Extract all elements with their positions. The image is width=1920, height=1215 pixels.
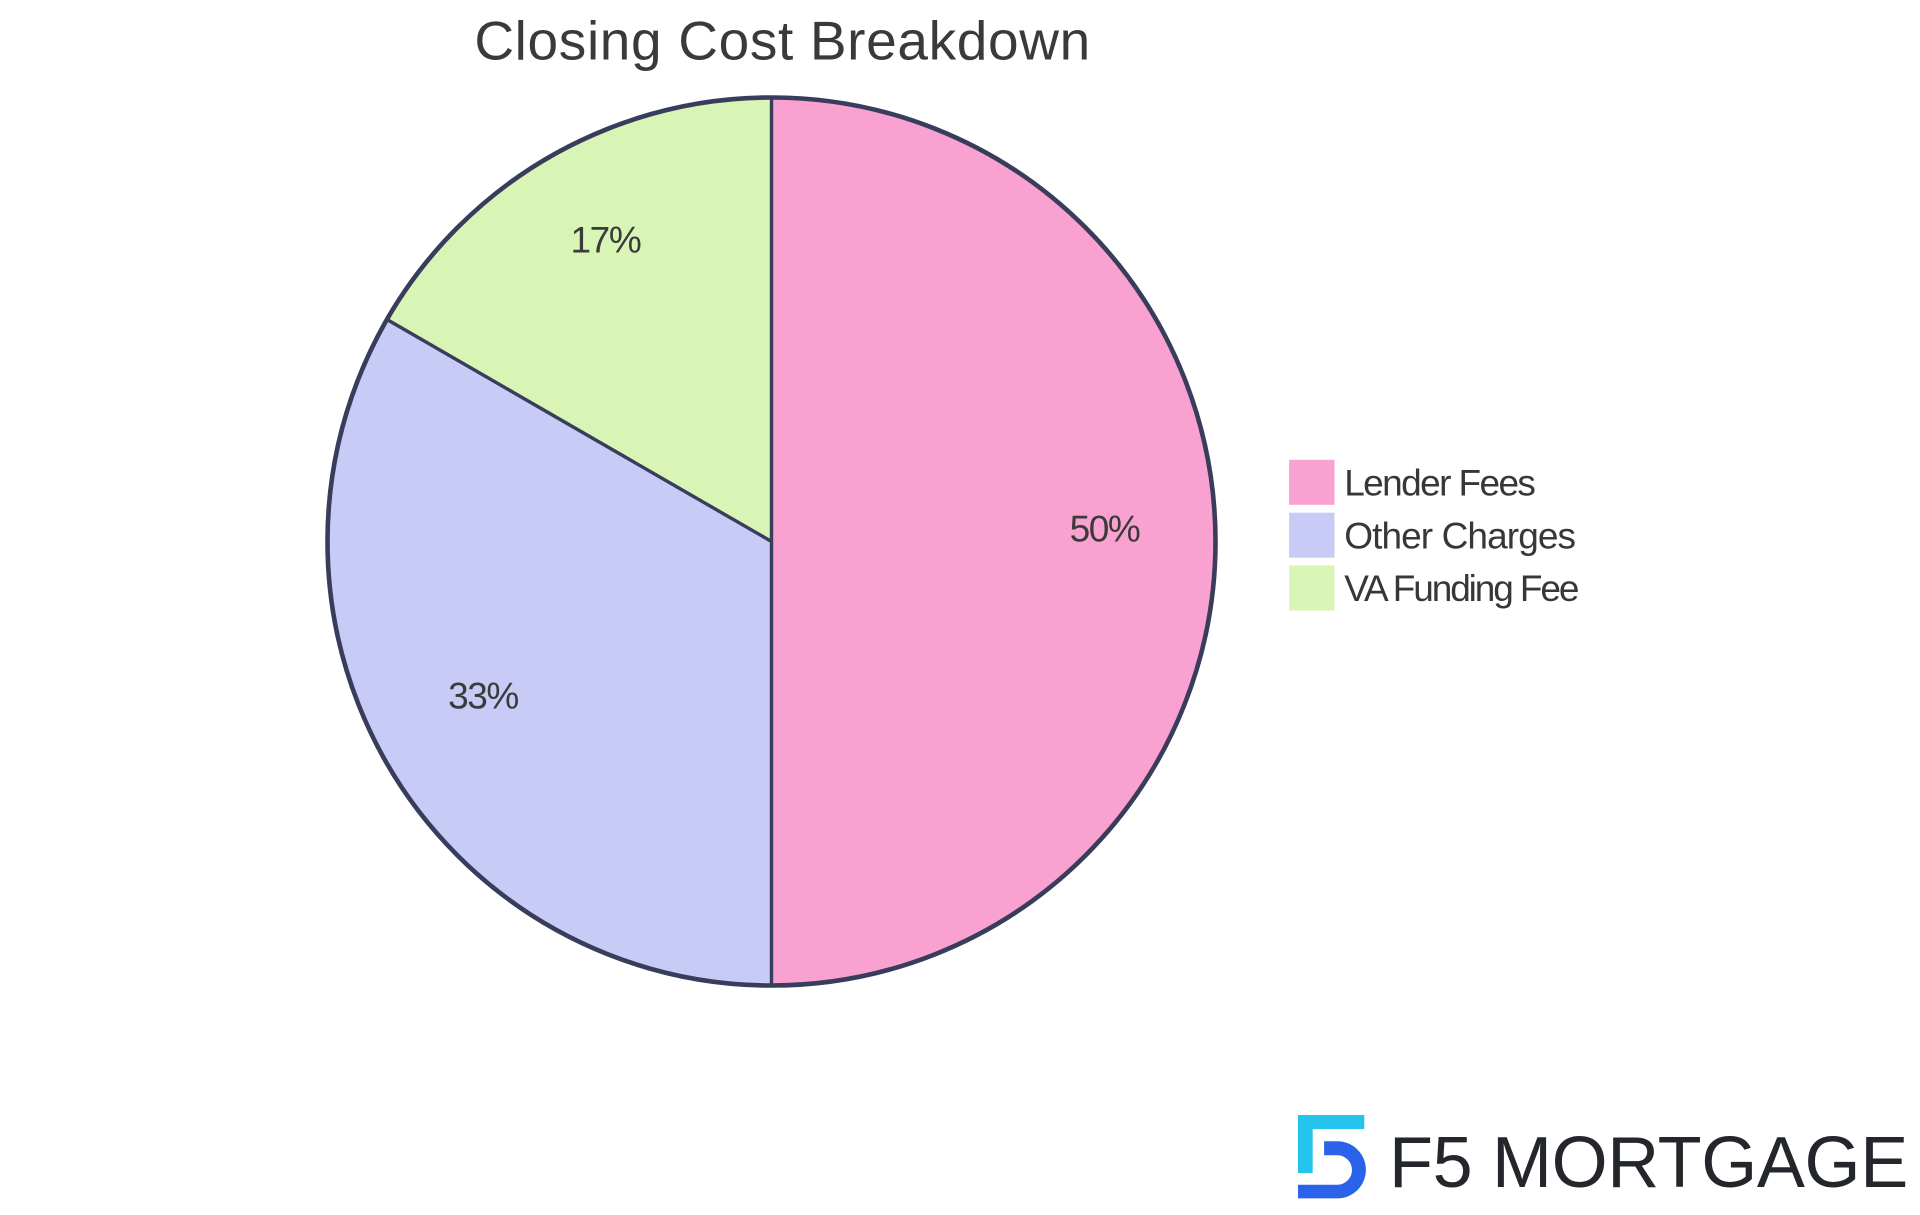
- svg-text:33%: 33%: [448, 676, 518, 717]
- svg-text:Other Charges: Other Charges: [1344, 516, 1575, 557]
- svg-text:17%: 17%: [570, 220, 640, 261]
- svg-text:Lender Fees: Lender Fees: [1344, 463, 1535, 504]
- svg-text:F5 MORTGAGE: F5 MORTGAGE: [1389, 1123, 1908, 1203]
- svg-text:50%: 50%: [1070, 509, 1140, 550]
- svg-text:VA Funding Fee: VA Funding Fee: [1344, 568, 1578, 609]
- svg-text:Closing Cost Breakdown: Closing Cost Breakdown: [474, 10, 1091, 72]
